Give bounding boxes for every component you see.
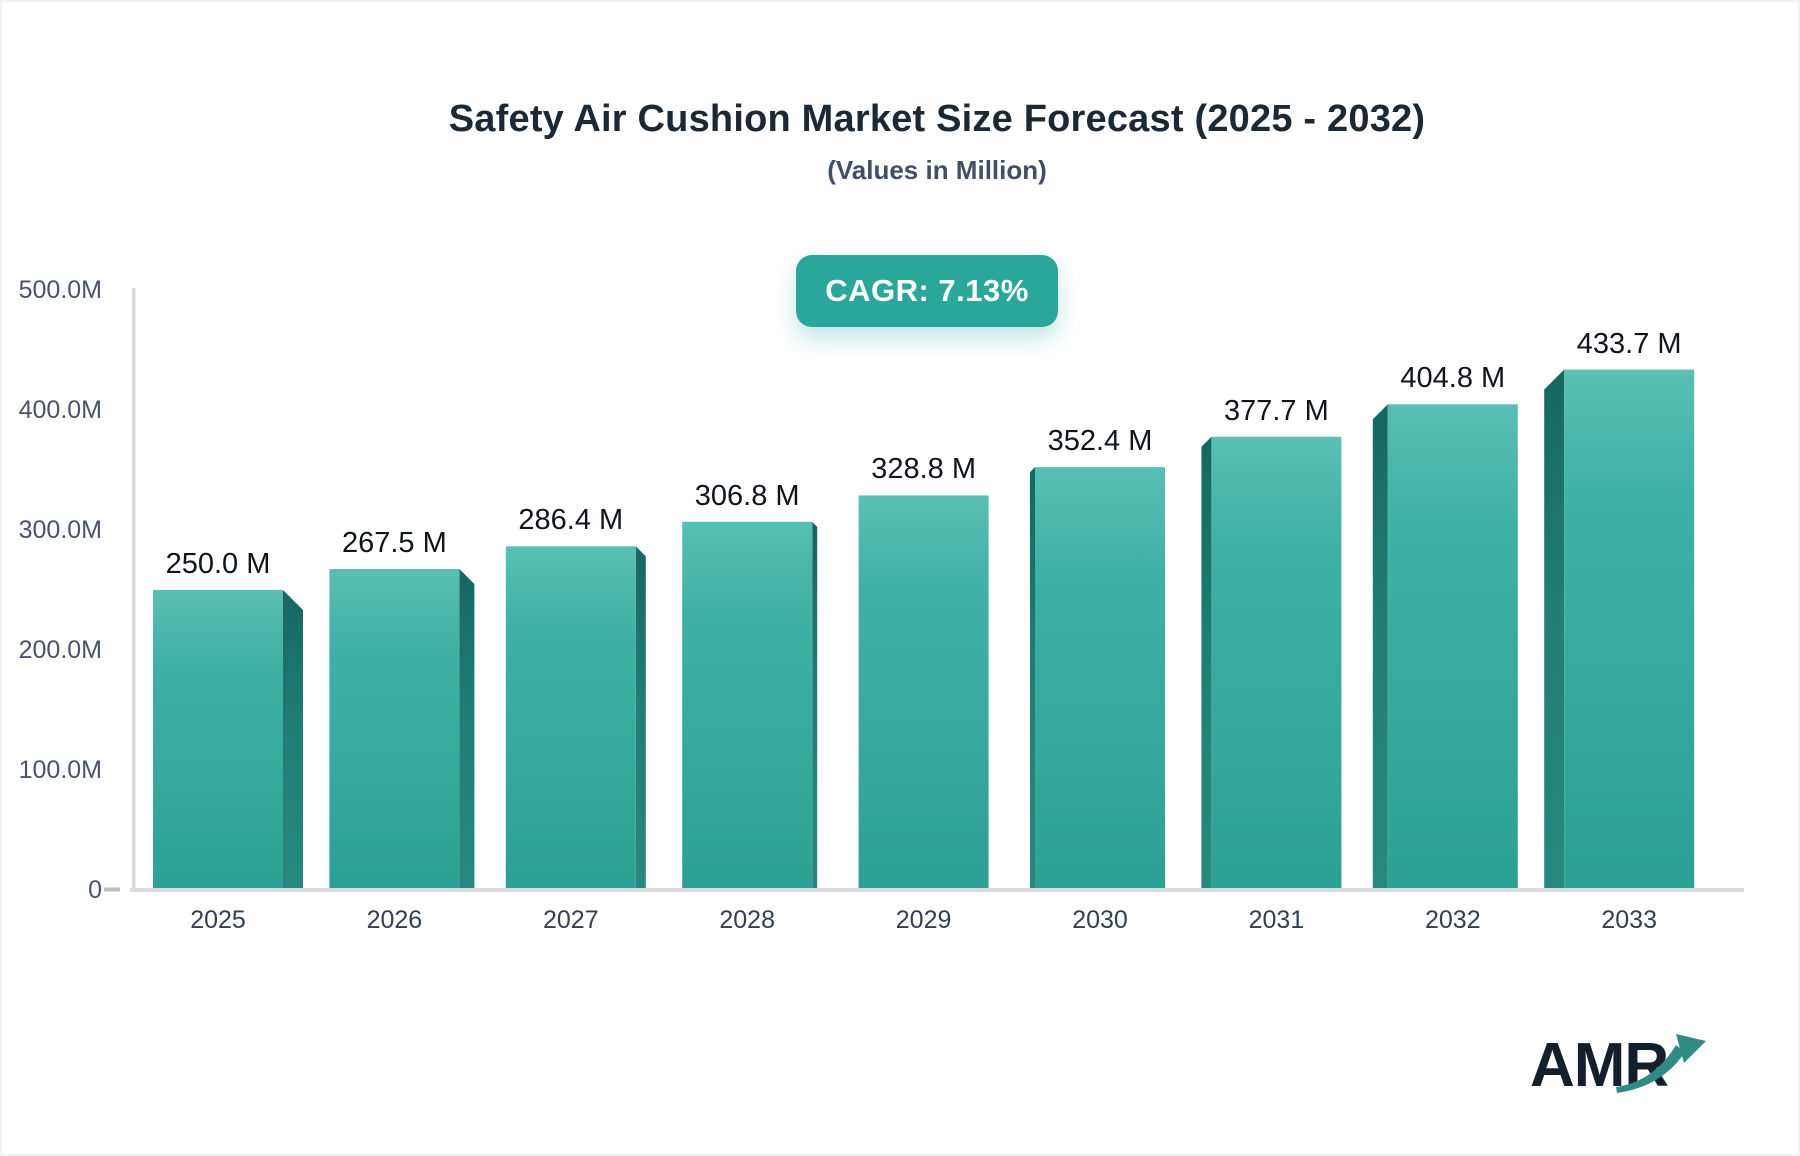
bar-value-label: 404.8 M (1400, 362, 1506, 395)
amr-logo-text: AMR (1530, 1031, 1669, 1100)
chart-header: Safety Air Cushion Market Size Forecast … (37, 2, 1798, 186)
bar-2030 (1030, 467, 1165, 890)
bar-value-label: 377.7 M (1223, 394, 1329, 427)
x-axis-tick-label: 2032 (1424, 906, 1481, 934)
x-axis-tick-label: 2033 (1601, 906, 1657, 934)
zero-tick-mark (104, 887, 120, 892)
bar-front-face (329, 569, 460, 890)
bar-front-face (682, 521, 813, 890)
bar-value-label: 352.4 M (1047, 425, 1153, 458)
y-axis-tick-label: 100.0M (18, 756, 102, 784)
y-axis-tick-label: 200.0M (18, 636, 102, 664)
bar-value-label: 306.8 M (694, 479, 800, 512)
y-axis-line (132, 288, 136, 890)
x-axis-tick-label: 2025 (190, 906, 246, 934)
bar-2031 (1201, 436, 1342, 890)
bar-front-face (153, 590, 283, 890)
bar-side-face (635, 546, 646, 890)
bar-front-face (1211, 436, 1342, 890)
y-axis-tick-label: 400.0M (18, 396, 102, 424)
bar-front-face (858, 495, 989, 890)
bar-value-label: 433.7 M (1576, 327, 1682, 360)
bar-front-face (1564, 369, 1695, 890)
bar-side-face (459, 569, 475, 890)
bar-value-label: 286.4 M (518, 504, 624, 537)
cagr-badge-label: CAGR: 7.13% (825, 273, 1029, 308)
bar-2026 (329, 569, 475, 890)
y-axis-tick-label: 0 (88, 876, 102, 904)
bar-2027 (505, 546, 646, 890)
x-axis-tick-label: 2030 (1072, 906, 1128, 934)
bar-front-face (1387, 404, 1518, 890)
chart-title: Safety Air Cushion Market Size Forecast … (448, 98, 1426, 140)
y-axis-tick-label: 300.0M (18, 516, 102, 544)
bar-side-face (283, 590, 303, 890)
bar-2033 (1544, 369, 1695, 890)
bar-value-label: 250.0 M (165, 548, 271, 580)
x-axis-line (130, 888, 1744, 892)
x-axis-tick-label: 2026 (366, 906, 423, 934)
bar-2028 (682, 521, 818, 890)
amr-logo: AMR (1530, 1030, 1720, 1110)
bar-2025 (153, 590, 303, 890)
x-axis-tick-label: 2029 (895, 906, 952, 934)
bar-side-face (1201, 436, 1212, 890)
bar-front-face (1035, 467, 1165, 890)
bar-side-face (1030, 467, 1035, 890)
bar-front-face (505, 546, 636, 890)
bar-side-face (1372, 404, 1388, 890)
bar-2032 (1372, 404, 1518, 890)
chart-subtitle: (Values in Million) (827, 155, 1047, 185)
cagr-badge: CAGR: 7.13% (796, 255, 1058, 327)
trend-arrow-icon (1616, 1034, 1706, 1093)
bar-2029 (858, 495, 989, 890)
x-axis-tick-label: 2027 (542, 906, 599, 934)
bar-value-label: 328.8 M (871, 453, 976, 486)
x-axis-tick-label: 2028 (719, 906, 775, 934)
bar-side-face (1544, 369, 1565, 890)
bar-value-label: 267.5 M (341, 527, 447, 559)
x-axis-tick-label: 2031 (1248, 906, 1305, 934)
bar-side-face (812, 521, 818, 890)
y-axis-tick-label: 500.0M (18, 276, 102, 304)
bars-group (153, 369, 1695, 890)
